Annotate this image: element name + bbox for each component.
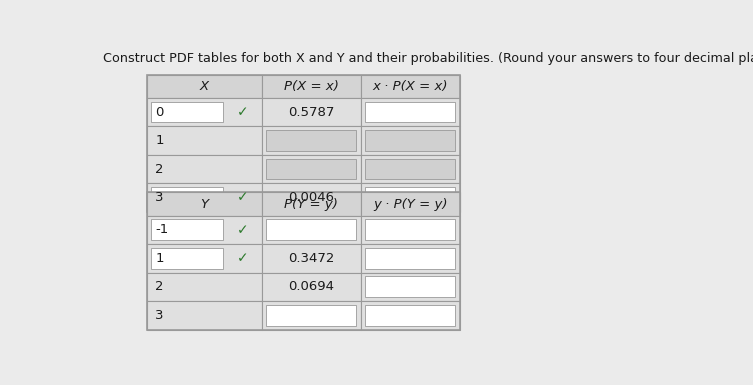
- Bar: [361, 183, 460, 212]
- Text: Y: Y: [200, 198, 209, 211]
- Bar: [147, 98, 261, 126]
- Text: 0.0046: 0.0046: [288, 191, 334, 204]
- Bar: [365, 159, 456, 179]
- Text: Construct PDF tables for both X and Y and their probabilities. (Round your answe: Construct PDF tables for both X and Y an…: [103, 52, 753, 65]
- Text: ✓: ✓: [237, 191, 249, 204]
- Bar: [151, 130, 223, 151]
- Bar: [365, 130, 456, 151]
- Bar: [151, 187, 223, 208]
- Bar: [266, 219, 356, 240]
- Bar: [147, 75, 261, 98]
- Text: X: X: [200, 80, 209, 93]
- Bar: [361, 273, 460, 301]
- Bar: [261, 75, 361, 98]
- Text: 3: 3: [155, 309, 164, 322]
- Bar: [151, 276, 223, 297]
- Text: 0.5787: 0.5787: [288, 105, 334, 119]
- Bar: [365, 276, 456, 297]
- Bar: [151, 102, 223, 122]
- Bar: [147, 216, 261, 244]
- Bar: [361, 301, 460, 330]
- Text: P(Y = y): P(Y = y): [284, 198, 338, 211]
- Bar: [261, 192, 361, 216]
- Bar: [266, 159, 356, 179]
- Bar: [261, 155, 361, 183]
- Text: 0: 0: [155, 105, 163, 119]
- Bar: [147, 126, 261, 155]
- Text: P(X = x): P(X = x): [284, 80, 339, 93]
- Bar: [261, 183, 361, 212]
- Bar: [147, 301, 261, 330]
- Bar: [151, 305, 223, 326]
- Text: y · P(Y = y): y · P(Y = y): [373, 198, 447, 211]
- Bar: [365, 305, 456, 326]
- Text: 0.0694: 0.0694: [288, 280, 334, 293]
- Bar: [365, 219, 456, 240]
- Bar: [151, 159, 223, 179]
- Bar: [261, 244, 361, 273]
- Bar: [361, 98, 460, 126]
- Text: 1: 1: [155, 252, 164, 265]
- Bar: [147, 273, 261, 301]
- Bar: [261, 273, 361, 301]
- Text: ✓: ✓: [237, 223, 249, 237]
- Text: 1: 1: [155, 134, 164, 147]
- Bar: [365, 187, 456, 208]
- Bar: [261, 301, 361, 330]
- Bar: [365, 102, 456, 122]
- Text: 2: 2: [155, 162, 164, 176]
- Bar: [361, 155, 460, 183]
- Text: ✓: ✓: [237, 251, 249, 265]
- Bar: [147, 75, 460, 212]
- Text: -1: -1: [155, 223, 169, 236]
- Bar: [361, 244, 460, 273]
- Bar: [261, 98, 361, 126]
- Text: ✓: ✓: [237, 105, 249, 119]
- Bar: [261, 126, 361, 155]
- Text: x · P(X = x): x · P(X = x): [373, 80, 448, 93]
- Text: 3: 3: [155, 191, 164, 204]
- Bar: [361, 75, 460, 98]
- Bar: [147, 183, 261, 212]
- Bar: [361, 192, 460, 216]
- Bar: [361, 126, 460, 155]
- Bar: [147, 244, 261, 273]
- Bar: [266, 305, 356, 326]
- Bar: [261, 216, 361, 244]
- Bar: [147, 192, 261, 216]
- Bar: [365, 248, 456, 269]
- Text: 0.3472: 0.3472: [288, 252, 334, 265]
- Bar: [147, 155, 261, 183]
- Bar: [266, 130, 356, 151]
- Bar: [151, 248, 223, 269]
- Text: 2: 2: [155, 280, 164, 293]
- Bar: [151, 219, 223, 240]
- Bar: [361, 216, 460, 244]
- Bar: [147, 192, 460, 330]
